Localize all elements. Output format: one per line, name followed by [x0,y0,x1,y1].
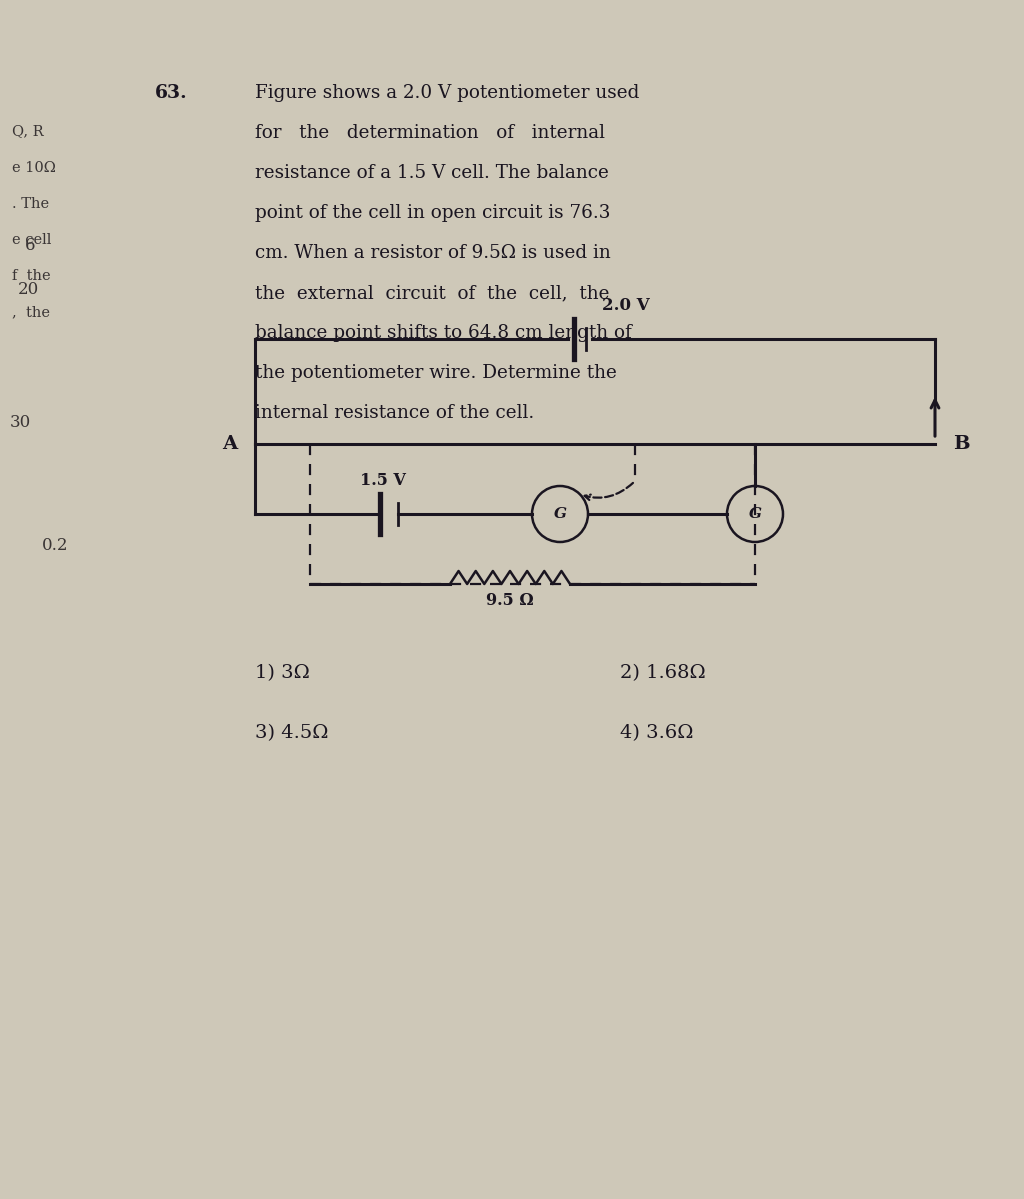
Text: e cell: e cell [12,233,51,247]
Text: 20: 20 [18,281,39,299]
Text: 4) 3.6Ω: 4) 3.6Ω [620,724,693,742]
Text: Figure shows a 2.0 V potentiometer used: Figure shows a 2.0 V potentiometer used [255,84,639,102]
Text: point of the cell in open circuit is 76.3: point of the cell in open circuit is 76.… [255,204,610,222]
Text: 3) 4.5Ω: 3) 4.5Ω [255,724,329,742]
Text: 63.: 63. [155,84,187,102]
Text: 1) 3Ω: 1) 3Ω [255,664,310,682]
Text: B: B [953,435,970,453]
Text: ,  the: , the [12,305,50,319]
Text: the  external  circuit  of  the  cell,  the: the external circuit of the cell, the [255,284,609,302]
Text: 9.5 Ω: 9.5 Ω [486,592,534,609]
Text: the potentiometer wire. Determine the: the potentiometer wire. Determine the [255,364,616,382]
Text: f  the: f the [12,269,50,283]
Text: e 10Ω: e 10Ω [12,161,56,175]
Text: 6: 6 [25,237,36,254]
Text: G: G [554,507,566,522]
Text: Q, R: Q, R [12,123,44,138]
Text: cm. When a resistor of 9.5Ω is used in: cm. When a resistor of 9.5Ω is used in [255,245,610,263]
Text: 30: 30 [10,414,32,430]
Text: 2) 1.68Ω: 2) 1.68Ω [620,664,706,682]
Text: internal resistance of the cell.: internal resistance of the cell. [255,404,535,422]
Text: balance point shifts to 64.8 cm length of: balance point shifts to 64.8 cm length o… [255,324,632,342]
Text: 1.5 V: 1.5 V [360,472,406,489]
Text: for   the   determination   of   internal: for the determination of internal [255,123,605,141]
Text: A: A [222,435,237,453]
Text: 0.2: 0.2 [42,537,69,554]
Text: . The: . The [12,197,49,211]
Text: 2.0 V: 2.0 V [602,297,649,314]
Text: G: G [749,507,762,522]
Text: resistance of a 1.5 V cell. The balance: resistance of a 1.5 V cell. The balance [255,164,609,182]
